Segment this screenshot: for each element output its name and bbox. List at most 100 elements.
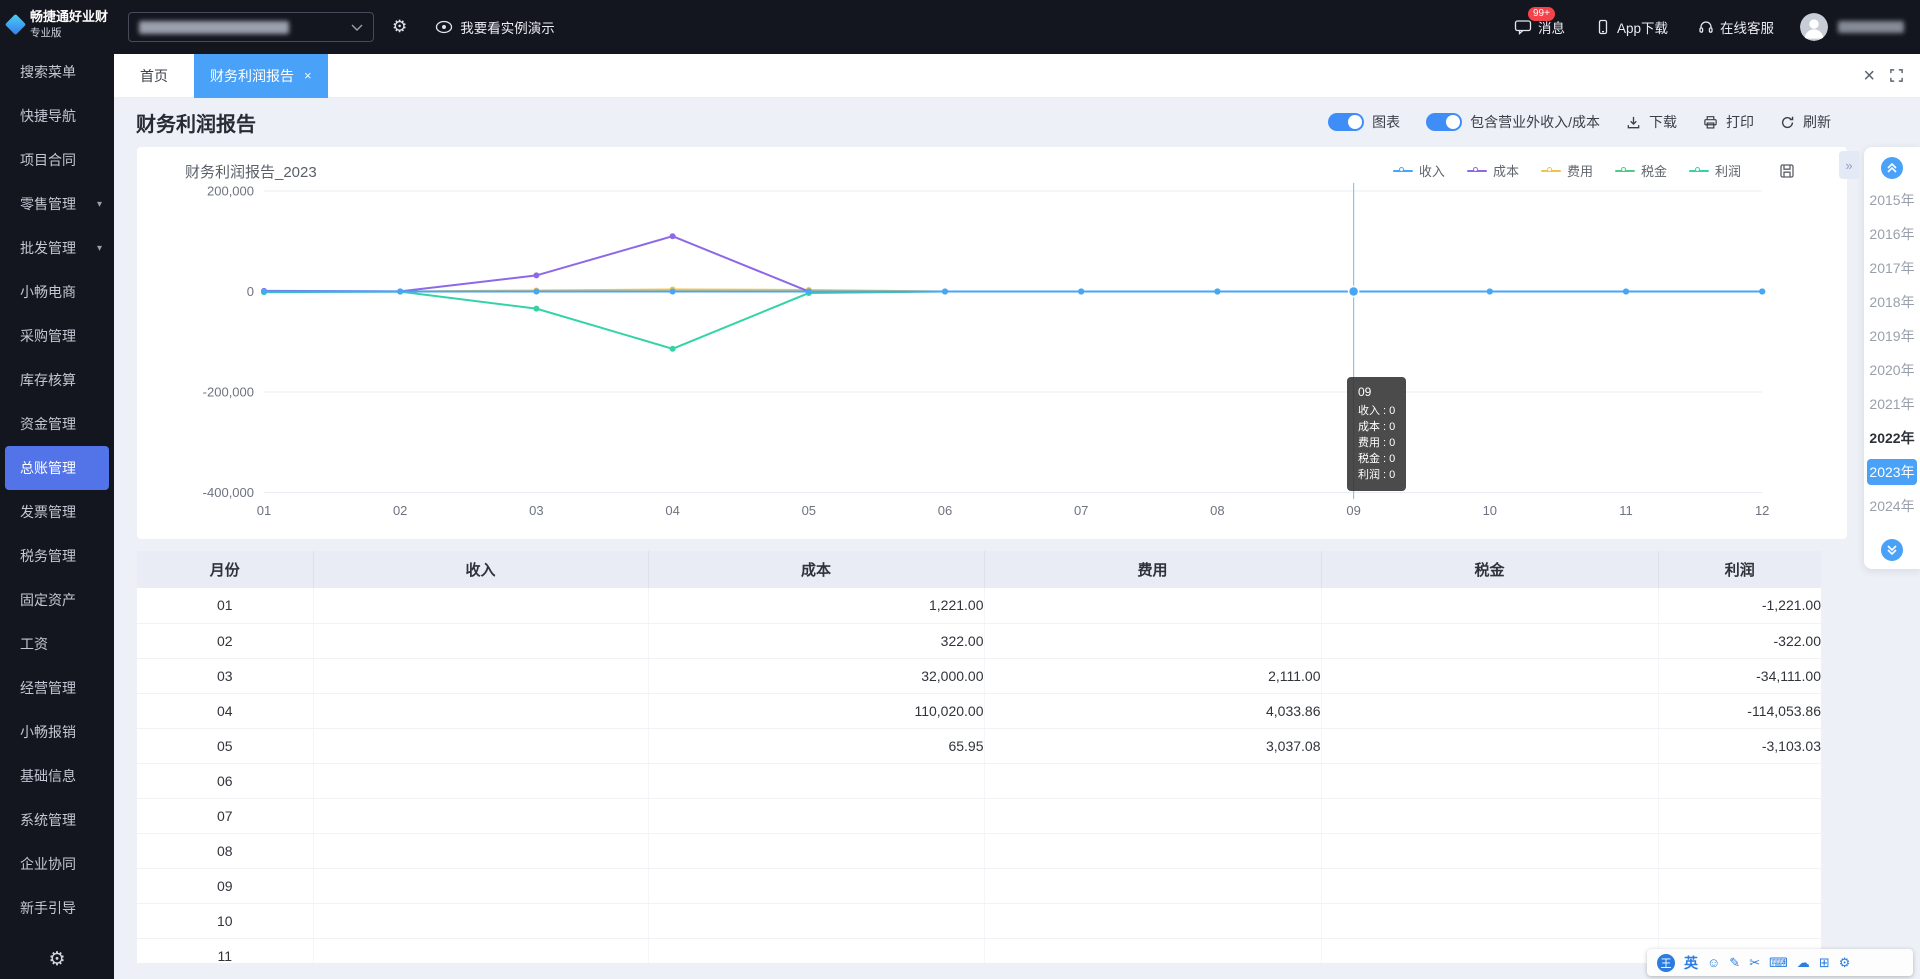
app-download-label: App下载 <box>1616 21 1668 36</box>
close-all-icon[interactable]: × <box>1863 64 1875 87</box>
org-select[interactable] <box>128 12 374 42</box>
table-row[interactable]: 04 110,020.00 4,033.86 -114,053.86 <box>137 693 1821 729</box>
year-item-2023[interactable]: 2023年 <box>1867 459 1917 485</box>
settings-gear-icon[interactable]: ⚙ <box>392 17 408 36</box>
print-label: 打印 <box>1726 114 1754 130</box>
cell-month: 06 <box>137 763 314 799</box>
topbar: ⚙ 我要看实例演示 消息 99+ App下载 在线客服 <box>114 0 1920 54</box>
messages-button[interactable]: 消息 99+ <box>1514 7 1565 37</box>
sidebar-item-15[interactable]: 小畅报销 <box>0 710 114 754</box>
sidebar-item-8[interactable]: 资金管理 <box>0 402 114 446</box>
cell-value <box>648 798 985 834</box>
sidebar-item-0[interactable]: 搜索菜单 <box>0 50 114 94</box>
sidebar-item-5[interactable]: 小畅电商 <box>0 270 114 314</box>
tooltip-line: 利润 : 0 <box>1358 469 1396 482</box>
sidebar-item-12[interactable]: 固定资产 <box>0 578 114 622</box>
sidebar-item-7[interactable]: 库存核算 <box>0 358 114 402</box>
year-item-2020[interactable]: 2020年 <box>1869 362 1915 378</box>
legend-item-4[interactable]: 利润 <box>1688 161 1741 180</box>
print-button[interactable]: 打印 <box>1703 112 1754 132</box>
svg-text:01: 01 <box>257 503 271 518</box>
table-row[interactable]: 07 <box>137 798 1821 834</box>
sidebar-item-3[interactable]: 零售管理 ▾ <box>0 182 114 226</box>
download-button[interactable]: 下载 <box>1626 112 1677 132</box>
table-row[interactable]: 01 1,221.00 -1,221.00 <box>137 588 1821 624</box>
app-download-button[interactable]: App下载 <box>1595 17 1668 37</box>
ime-logo-icon[interactable]: 王 <box>1657 953 1675 972</box>
legend-item-0[interactable]: 收入 <box>1392 161 1445 180</box>
emoji-icon[interactable]: ☺ <box>1707 955 1721 970</box>
year-item-2016[interactable]: 2016年 <box>1869 226 1915 242</box>
sidebar-item-16[interactable]: 基础信息 <box>0 754 114 798</box>
cell-value <box>313 693 649 729</box>
refresh-button[interactable]: 刷新 <box>1780 112 1831 132</box>
sidebar-item-13[interactable]: 工资 <box>0 622 114 666</box>
cell-value <box>313 833 649 869</box>
table-row[interactable]: 09 <box>137 868 1821 904</box>
online-support-button[interactable]: 在线客服 <box>1698 17 1774 37</box>
demo-link[interactable]: 我要看实例演示 <box>435 17 555 37</box>
table-row[interactable]: 06 <box>137 763 1821 799</box>
sidebar-item-9[interactable]: 总账管理 <box>5 446 109 490</box>
save-image-icon[interactable] <box>1779 163 1795 179</box>
tab-finance-profit-report[interactable]: 财务利润报告 × <box>194 53 328 98</box>
year-item-2022[interactable]: 2022年 <box>1869 430 1915 446</box>
table-row[interactable]: 11 <box>137 938 1821 963</box>
svg-text:08: 08 <box>1210 503 1224 518</box>
ime-language-toggle[interactable]: 英 <box>1684 954 1698 971</box>
table-row[interactable]: 05 65.95 3,037.08 -3,103.03 <box>137 728 1821 764</box>
year-item-2015[interactable]: 2015年 <box>1869 192 1915 208</box>
cell-value <box>1321 763 1659 799</box>
toggle-on-switch[interactable] <box>1328 113 1365 131</box>
chart-title: 财务利润报告_2023 <box>185 164 317 181</box>
scroll-years-up-button[interactable] <box>1881 157 1903 179</box>
scroll-years-down-button[interactable] <box>1881 539 1903 561</box>
include-nonoperating-toggle[interactable]: 包含营业外收入/成本 <box>1426 112 1600 132</box>
sidebar-settings-gear-icon[interactable]: ⚙ <box>48 949 66 970</box>
sidebar-item-4[interactable]: 批发管理 ▾ <box>0 226 114 270</box>
year-item-2021[interactable]: 2021年 <box>1869 396 1915 412</box>
sidebar-item-2[interactable]: 项目合同 <box>0 138 114 182</box>
year-item-2024[interactable]: 2024年 <box>1869 498 1915 514</box>
legend-item-3[interactable]: 税金 <box>1614 161 1667 180</box>
cloud-icon[interactable]: ☁ <box>1796 955 1810 970</box>
chart-toggle[interactable]: 图表 <box>1328 112 1400 132</box>
report-table-container: 月份 收入 成本 费用 税金 利润 01 1,221.00 -1,221.00 02 322.00… <box>137 551 1821 963</box>
grid-icon[interactable]: ⊞ <box>1818 955 1830 970</box>
table-row[interactable]: 10 <box>137 903 1821 939</box>
table-row[interactable]: 08 <box>137 833 1821 869</box>
sidebar-item-6[interactable]: 采购管理 <box>0 314 114 358</box>
keyboard-icon[interactable]: ⌨ <box>1769 955 1788 970</box>
gear-icon[interactable]: ⚙ <box>1838 955 1851 970</box>
table-row[interactable]: 03 32,000.00 2,111.00 -34,111.00 <box>137 658 1821 694</box>
cell-month: 03 <box>137 658 314 694</box>
cell-value <box>313 623 649 659</box>
sidebar-item-11[interactable]: 税务管理 <box>0 534 114 578</box>
toggle-on-switch[interactable] <box>1426 113 1463 131</box>
sidebar-item-17[interactable]: 系统管理 <box>0 798 114 842</box>
svg-text:09: 09 <box>1346 503 1360 518</box>
sidebar-item-1[interactable]: 快捷导航 <box>0 94 114 138</box>
sidebar-item-18[interactable]: 企业协同 <box>0 842 114 886</box>
year-item-2018[interactable]: 2018年 <box>1869 294 1915 310</box>
tab-home[interactable]: 首页 <box>140 67 168 84</box>
year-item-2017[interactable]: 2017年 <box>1869 260 1915 276</box>
legend-item-1[interactable]: 成本 <box>1466 161 1519 180</box>
messages-label: 消息 <box>1537 21 1565 36</box>
year-item-2019[interactable]: 2019年 <box>1869 328 1915 344</box>
tab-close-icon[interactable]: × <box>304 68 312 83</box>
collapse-panel-handle[interactable]: » <box>1839 151 1859 179</box>
scissors-icon[interactable]: ✂ <box>1749 955 1761 970</box>
sidebar-item-19[interactable]: 新手引导 <box>0 886 114 930</box>
fullscreen-icon[interactable] <box>1889 68 1904 83</box>
svg-text:10: 10 <box>1483 503 1497 518</box>
sidebar-item-10[interactable]: 发票管理 <box>0 490 114 534</box>
avatar[interactable] <box>1800 13 1828 41</box>
pencil-icon[interactable]: ✎ <box>1729 955 1741 970</box>
table-row[interactable]: 02 322.00 -322.00 <box>137 623 1821 659</box>
sidebar-item-14[interactable]: 经营管理 <box>0 666 114 710</box>
sidebar-item-label: 经营管理 <box>20 680 76 696</box>
legend-item-2[interactable]: 费用 <box>1540 161 1593 180</box>
cell-value <box>313 763 649 799</box>
